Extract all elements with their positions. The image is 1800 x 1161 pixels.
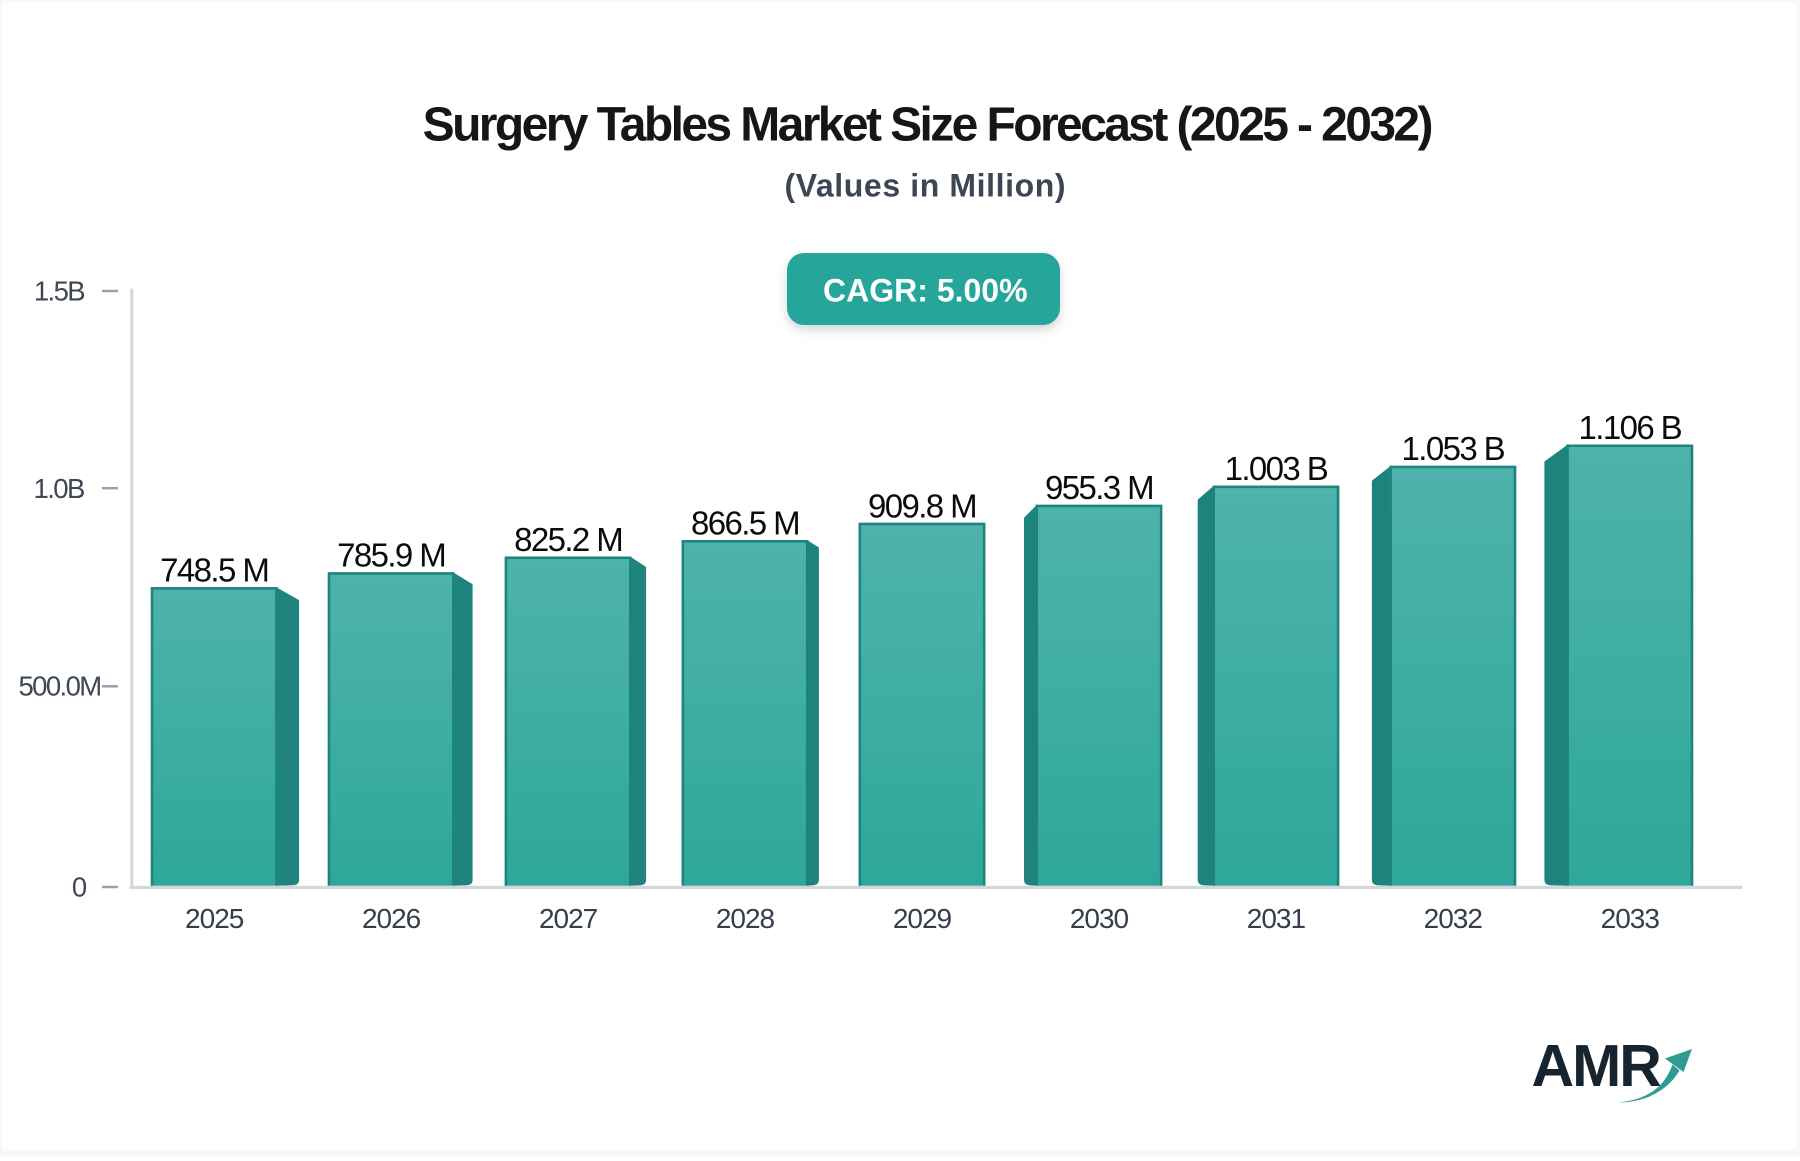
svg-text:2025: 2025 xyxy=(185,903,244,934)
svg-text:1.053 B: 1.053 B xyxy=(1402,430,1505,467)
svg-text:909.8 M: 909.8 M xyxy=(868,487,976,524)
svg-text:CAGR: 5.00%: CAGR: 5.00% xyxy=(823,272,1028,308)
svg-text:Surgery Tables Market Size For: Surgery Tables Market Size Forecast (202… xyxy=(423,99,1432,152)
svg-text:1.106 B: 1.106 B xyxy=(1579,409,1682,446)
svg-text:2033: 2033 xyxy=(1601,903,1660,934)
svg-text:748.5 M: 748.5 M xyxy=(160,552,268,589)
svg-text:2028: 2028 xyxy=(716,903,775,934)
svg-text:1.5B: 1.5B xyxy=(34,275,84,306)
svg-text:866.5 M: 866.5 M xyxy=(691,505,799,542)
svg-text:2029: 2029 xyxy=(893,903,952,934)
svg-text:785.9 M: 785.9 M xyxy=(337,537,445,574)
svg-text:AMR: AMR xyxy=(1532,1033,1662,1099)
svg-text:500.0M: 500.0M xyxy=(18,671,100,702)
svg-text:2026: 2026 xyxy=(362,903,421,934)
svg-text:2032: 2032 xyxy=(1424,903,1483,934)
svg-text:955.3 M: 955.3 M xyxy=(1045,469,1153,506)
svg-text:0: 0 xyxy=(72,871,87,902)
svg-text:2027: 2027 xyxy=(539,903,598,934)
svg-text:825.2 M: 825.2 M xyxy=(514,521,622,558)
svg-text:1.003 B: 1.003 B xyxy=(1225,450,1328,487)
svg-text:1.0B: 1.0B xyxy=(34,473,84,504)
svg-text:2031: 2031 xyxy=(1247,903,1306,934)
svg-text:2030: 2030 xyxy=(1070,903,1129,934)
svg-text:(Values in Million): (Values in Million) xyxy=(784,168,1066,204)
